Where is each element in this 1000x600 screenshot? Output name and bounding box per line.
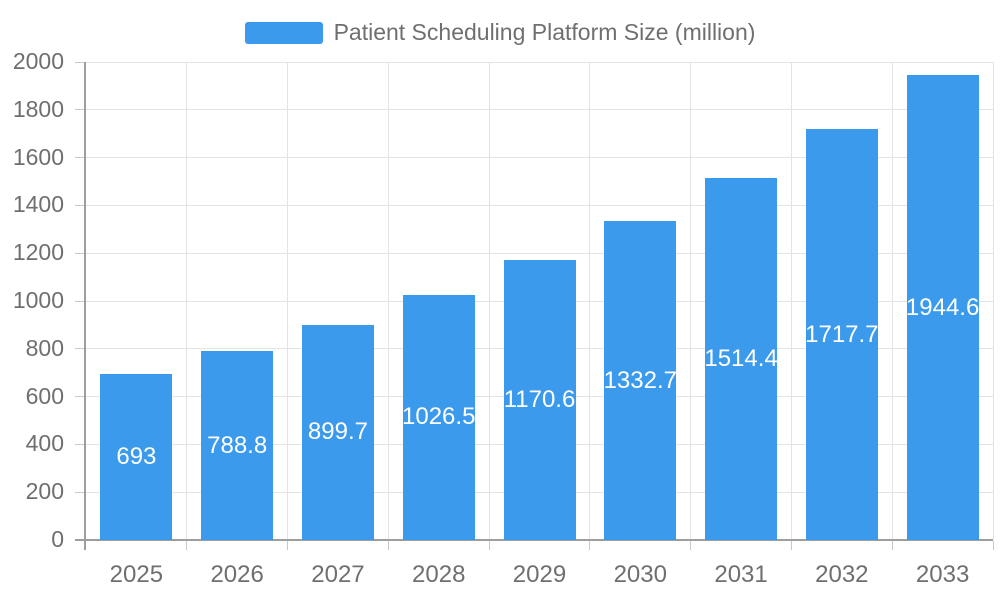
legend-swatch-icon [244,21,323,44]
x-tick-mark [387,541,389,550]
y-tick-mark [75,443,84,445]
x-tick-label: 2027 [311,561,365,588]
bar [301,324,374,540]
x-tick-mark [589,541,591,550]
bar [201,351,274,540]
y-tick-label: 800 [25,334,64,361]
bar [402,294,475,540]
x-tick-mark [790,541,792,550]
h-gridline [86,252,993,254]
bar-value-label: 788.8 [207,431,268,459]
h-gridline [86,109,993,111]
y-tick-mark [75,300,84,302]
bar-value-label: 1514.4 [704,345,778,373]
y-tick-mark [75,252,84,254]
y-tick-mark [75,157,84,159]
bar [503,260,576,540]
h-gridline [86,61,993,63]
v-gridline [589,62,591,540]
v-gridline [387,62,389,540]
y-tick-label: 600 [25,382,64,409]
y-tick-mark [75,109,84,111]
v-gridline [186,62,188,540]
x-tick-label: 2030 [613,561,667,588]
x-tick-label: 2029 [512,561,567,588]
x-tick-label: 2032 [815,561,869,588]
y-tick-mark [75,61,84,63]
bar-value-label: 1332.7 [603,366,677,394]
y-axis-line [84,62,86,550]
bar [100,374,173,540]
y-tick-mark [75,491,84,493]
v-gridline [488,62,490,540]
x-tick-label: 2031 [714,561,768,588]
v-gridline [790,62,792,540]
y-tick-label: 200 [25,478,64,505]
h-gridline [86,157,993,159]
legend-label: Patient Scheduling Platform Size (millio… [333,19,756,45]
y-tick-mark [75,396,84,398]
bar-value-label: 1944.6 [905,293,980,321]
y-tick-label: 1000 [12,286,64,313]
y-tick-label: 0 [51,525,64,552]
x-tick-mark [690,541,692,550]
y-tick-label: 2000 [12,47,64,74]
bar [906,75,979,540]
x-tick-mark [488,541,490,550]
y-tick-label: 400 [25,430,64,457]
x-tick-label: 2028 [412,561,466,588]
bar-value-label: 1717.7 [805,320,879,348]
bar-value-label: 693 [116,443,157,471]
y-tick-label: 1200 [12,239,64,266]
y-tick-mark [75,348,84,350]
h-gridline [86,204,993,206]
bar [705,178,778,540]
x-tick-mark [992,541,994,550]
x-tick-mark [891,541,893,550]
bar-value-label: 1026.5 [402,403,476,431]
y-tick-label: 1600 [12,143,64,170]
x-tick-mark [186,541,188,550]
bar [604,221,677,540]
x-tick-label: 2025 [109,561,164,588]
v-gridline [287,62,289,540]
v-gridline [992,62,994,540]
bar-value-label: 899.7 [307,418,368,446]
bar [805,129,878,540]
x-tick-label: 2026 [210,561,264,588]
v-gridline [891,62,893,540]
y-tick-label: 1400 [12,191,64,218]
bar-value-label: 1170.6 [503,386,576,414]
y-tick-mark [75,204,84,206]
legend[interactable]: Patient Scheduling Platform Size (millio… [0,19,1000,47]
y-tick-label: 1800 [12,95,64,122]
x-tick-mark [287,541,289,550]
x-tick-label: 2033 [915,561,970,588]
x-axis-line [75,539,993,541]
v-gridline [690,62,692,540]
